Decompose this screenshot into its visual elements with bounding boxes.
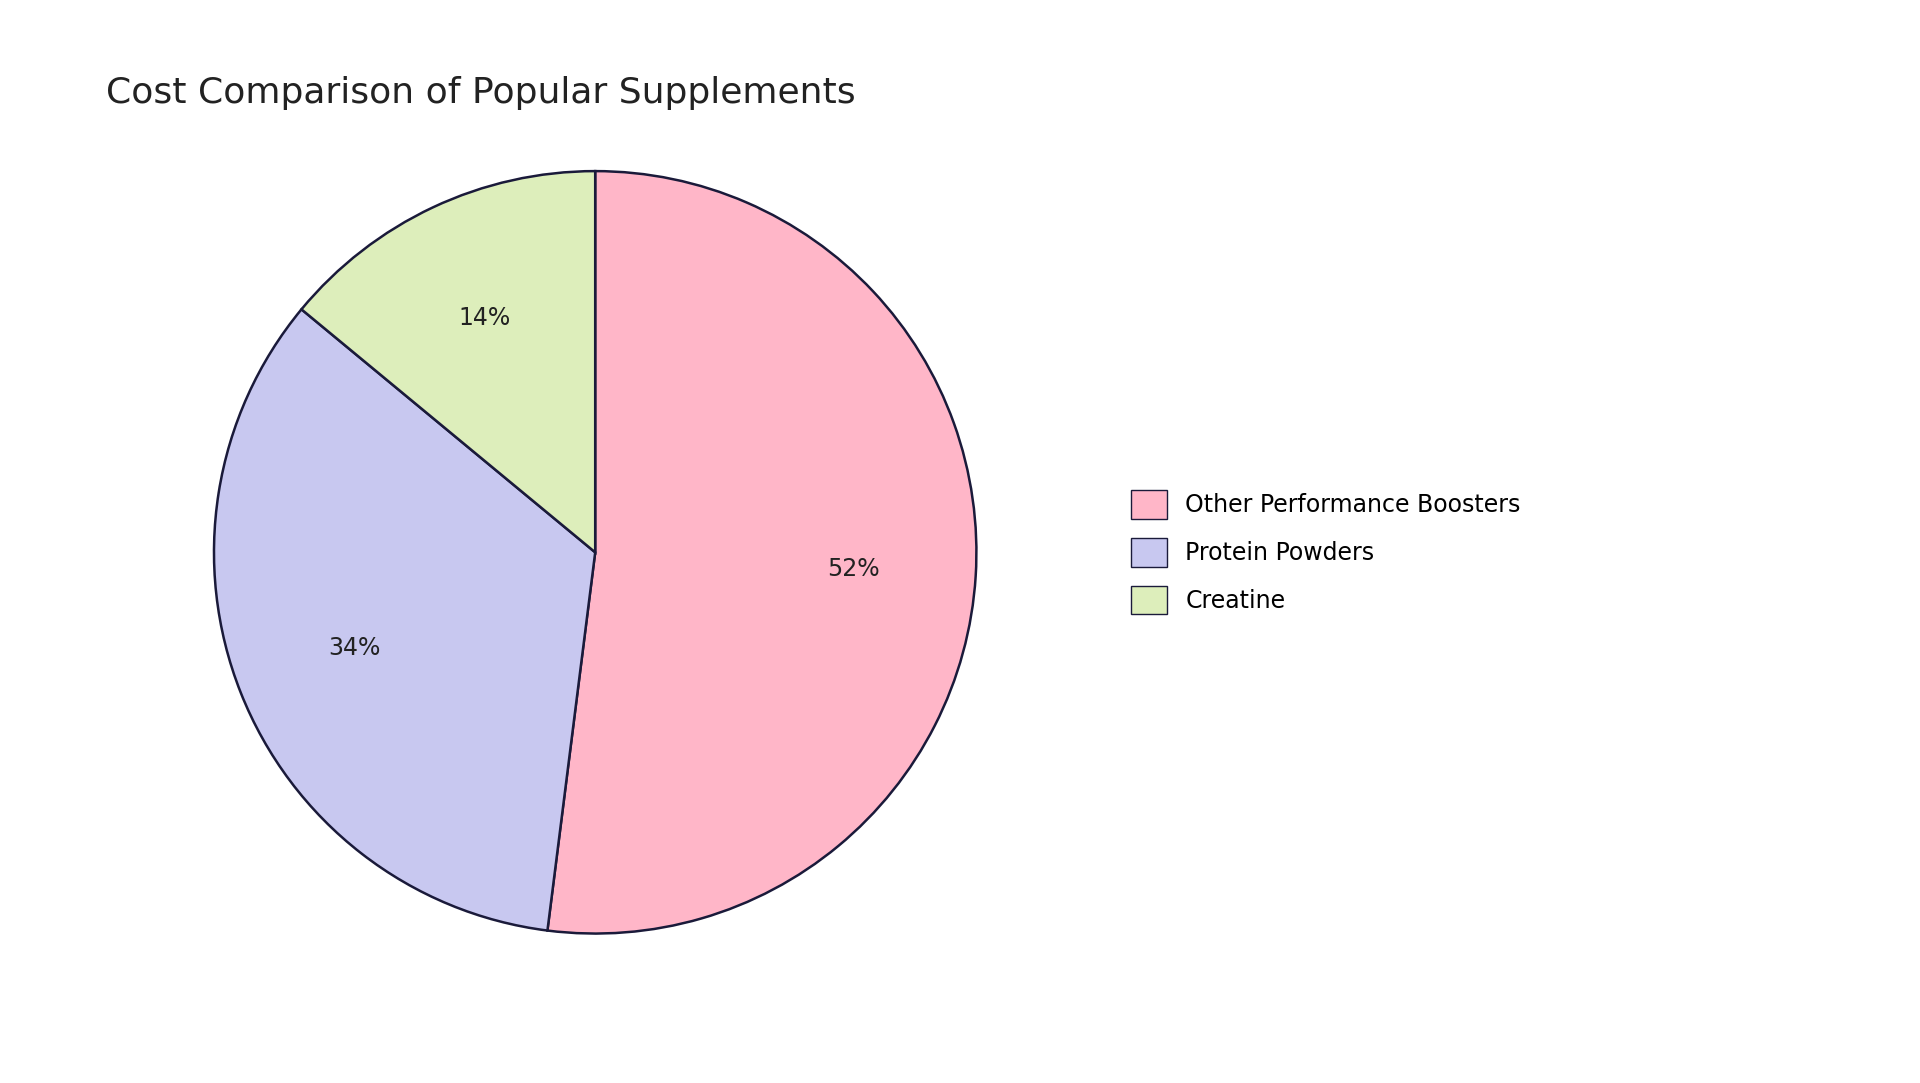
Legend: Other Performance Boosters, Protein Powders, Creatine: Other Performance Boosters, Protein Powd… <box>1131 491 1521 614</box>
Text: 52%: 52% <box>828 557 879 580</box>
Text: Cost Comparison of Popular Supplements: Cost Comparison of Popular Supplements <box>106 76 854 109</box>
Text: 14%: 14% <box>459 305 511 330</box>
Wedge shape <box>213 310 595 930</box>
Wedge shape <box>547 171 977 934</box>
Wedge shape <box>301 171 595 552</box>
Text: 34%: 34% <box>328 636 380 660</box>
